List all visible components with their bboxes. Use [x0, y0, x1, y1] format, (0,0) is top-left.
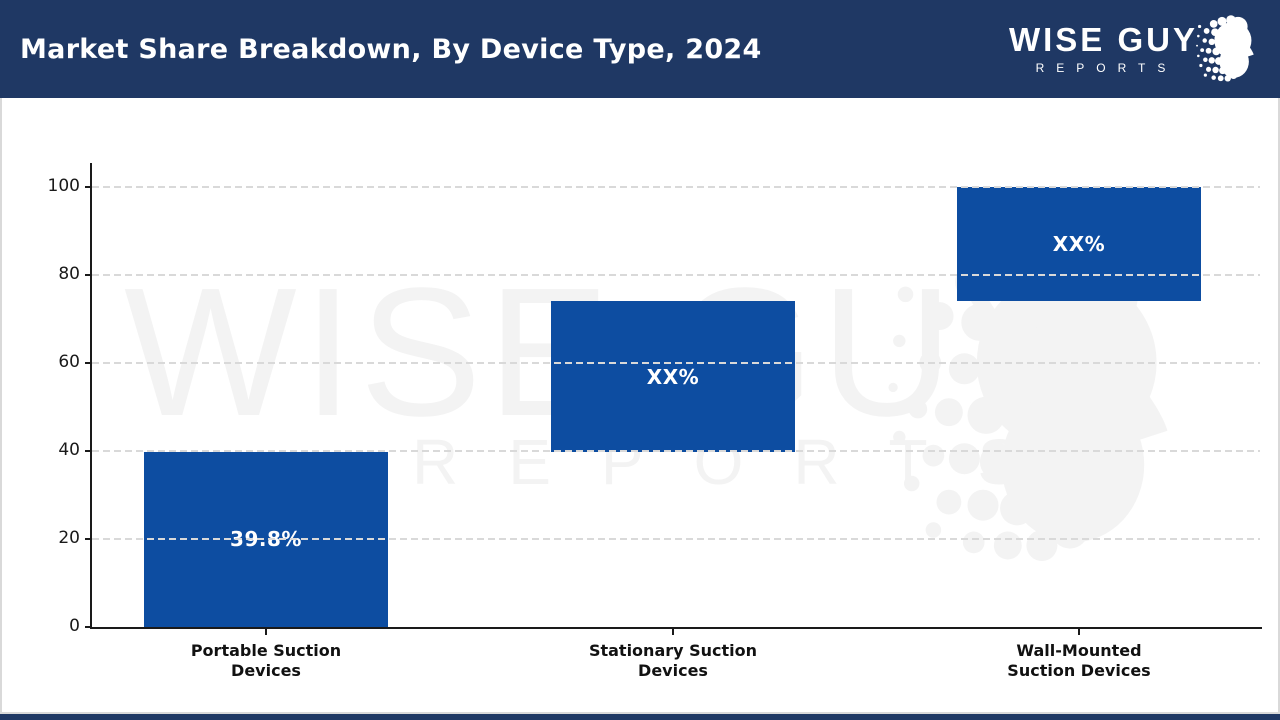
y-tick-mark-80 — [85, 274, 92, 276]
y-tick-label-0: 0 — [69, 616, 80, 636]
bar-wall-mounted-suction-devices: XX% — [957, 187, 1201, 302]
bar-value-label: XX% — [1052, 232, 1106, 257]
chart-area: WISE GUY REPORTS 39.8% XX% XX% 0 20 40 60 80 100… — [0, 98, 1280, 712]
dotted-face-icon — [1196, 14, 1254, 81]
gridline-20 — [92, 538, 1260, 540]
y-tick-label-40: 40 — [58, 440, 80, 460]
x-axis-spine — [90, 627, 1262, 629]
y-axis-spine — [90, 163, 92, 629]
page-title: Market Share Breakdown, By Device Type, … — [20, 33, 762, 65]
x-tick-mark-3 — [1078, 629, 1080, 635]
wiseguy-reports-logo: WISE GUY REPORTS — [1009, 11, 1254, 88]
y-tick-mark-0 — [85, 626, 92, 628]
bottom-divider — [0, 712, 1280, 714]
gridline-40 — [92, 450, 1260, 452]
logo-subtitle: REPORTS — [1035, 61, 1178, 75]
x-tick-mark-2 — [672, 629, 674, 635]
x-tick-mark-1 — [265, 629, 267, 635]
y-tick-label-100: 100 — [47, 176, 80, 196]
y-tick-label-80: 80 — [58, 264, 80, 284]
logo-wordmark: WISE GUY — [1008, 21, 1198, 58]
y-tick-mark-40 — [85, 450, 92, 452]
bar-value-label: XX% — [646, 364, 700, 389]
logo-text: WISE GUY REPORTS — [1009, 23, 1198, 75]
x-axis-label-wall-mounted-suction-devices: Wall-Mounted Suction Devices — [1007, 641, 1151, 680]
bar-stationary-suction-devices: XX% — [551, 301, 795, 452]
y-tick-label-20: 20 — [58, 528, 80, 548]
gridline-80 — [92, 274, 1260, 276]
y-tick-mark-100 — [85, 186, 92, 188]
y-tick-mark-60 — [85, 362, 92, 364]
x-axis-label-portable-suction-devices: Portable Suction Devices — [190, 641, 342, 680]
header-banner: Market Share Breakdown, By Device Type, … — [0, 0, 1280, 98]
footer-accent-bar — [0, 714, 1280, 720]
gridline-100 — [92, 186, 1260, 188]
y-tick-label-60: 60 — [58, 352, 80, 372]
gridline-60 — [92, 362, 1260, 364]
x-axis-label-stationary-suction-devices: Stationary Suction Devices — [588, 641, 758, 680]
y-tick-mark-20 — [85, 538, 92, 540]
